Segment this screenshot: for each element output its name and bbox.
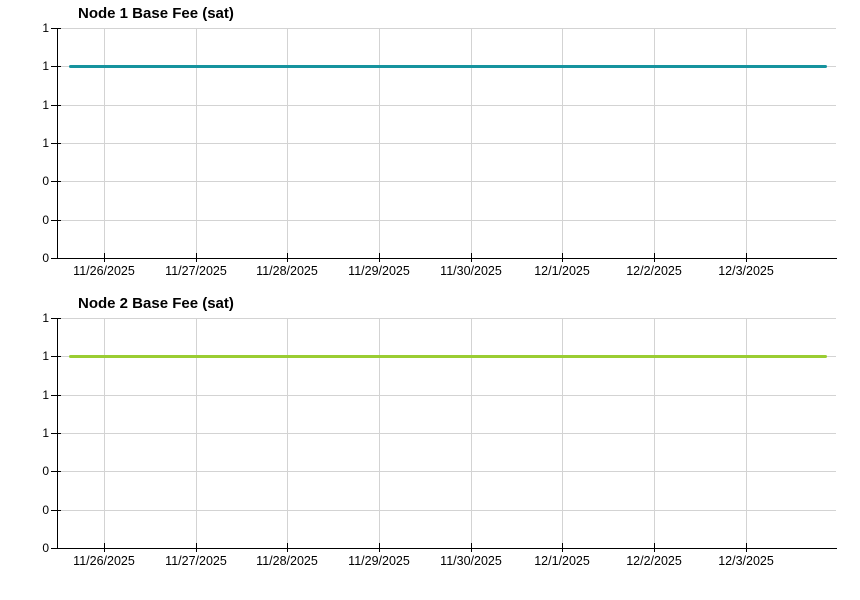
y-gridline xyxy=(57,471,836,472)
x-tick-mark xyxy=(196,253,197,262)
x-tick-mark xyxy=(104,543,105,552)
y-tick-mark xyxy=(51,143,61,144)
y-tick-mark xyxy=(51,28,61,29)
x-gridline xyxy=(379,318,380,548)
x-tick-label: 11/30/2025 xyxy=(440,554,502,568)
x-gridline xyxy=(746,28,747,258)
y-tick-mark xyxy=(51,395,61,396)
x-tick-mark xyxy=(287,253,288,262)
y-axis-line xyxy=(57,28,58,259)
x-tick-label: 12/1/2025 xyxy=(534,264,590,278)
y-tick-label: 0 xyxy=(42,174,49,188)
y-tick-mark xyxy=(51,66,61,67)
y-gridline xyxy=(57,181,836,182)
y-gridline xyxy=(57,395,836,396)
x-gridline xyxy=(287,318,288,548)
y-tick-label: 1 xyxy=(42,21,49,35)
y-tick-label: 1 xyxy=(42,136,49,150)
x-tick-label: 11/29/2025 xyxy=(348,554,410,568)
y-tick-mark xyxy=(51,181,61,182)
x-tick-label: 12/2/2025 xyxy=(626,554,682,568)
y-axis-line xyxy=(57,318,58,549)
y-tick-label: 0 xyxy=(42,464,49,478)
y-gridline xyxy=(57,28,836,29)
x-tick-label: 12/2/2025 xyxy=(626,264,682,278)
y-tick-mark xyxy=(51,433,61,434)
y-tick-mark xyxy=(51,471,61,472)
y-tick-label: 1 xyxy=(42,98,49,112)
y-tick-label: 1 xyxy=(42,388,49,402)
y-gridline xyxy=(57,143,836,144)
x-gridline xyxy=(562,28,563,258)
y-tick-label: 1 xyxy=(42,59,49,73)
y-tick-label: 0 xyxy=(42,541,49,555)
x-tick-mark xyxy=(196,543,197,552)
x-tick-mark xyxy=(562,543,563,552)
x-tick-mark xyxy=(654,543,655,552)
x-gridline xyxy=(654,28,655,258)
x-tick-label: 11/28/2025 xyxy=(256,554,318,568)
y-tick-label: 0 xyxy=(42,503,49,517)
y-tick-mark xyxy=(51,510,61,511)
x-tick-label: 11/26/2025 xyxy=(73,264,135,278)
x-tick-label: 11/27/2025 xyxy=(165,554,227,568)
y-gridline xyxy=(57,510,836,511)
x-tick-mark xyxy=(471,253,472,262)
x-axis-line xyxy=(56,258,837,259)
plot-area-node1: 1 1 1 1 0 0 0 11/26/2025 11/27/2025 11/28/2025 11/… xyxy=(42,21,837,278)
x-tick-label: 12/3/2025 xyxy=(718,264,774,278)
y-tick-label: 1 xyxy=(42,426,49,440)
y-gridline xyxy=(57,433,836,434)
x-tick-mark xyxy=(562,253,563,262)
x-tick-mark xyxy=(654,253,655,262)
y-tick-label: 0 xyxy=(42,213,49,227)
y-tick-label: 0 xyxy=(42,251,49,265)
series-line xyxy=(69,354,827,358)
x-tick-label: 11/28/2025 xyxy=(256,264,318,278)
chart-node1-base-fee: Node 1 Base Fee (sat) 1 1 1 1 0 0 0 11/26/2025 1… xyxy=(0,0,860,290)
y-tick-label: 1 xyxy=(42,349,49,363)
x-axis-line xyxy=(56,548,837,549)
y-tick-mark xyxy=(51,105,61,106)
x-gridline xyxy=(746,318,747,548)
x-tick-mark xyxy=(746,253,747,262)
x-tick-label: 11/29/2025 xyxy=(348,264,410,278)
x-tick-label: 12/1/2025 xyxy=(534,554,590,568)
x-tick-mark xyxy=(104,253,105,262)
x-tick-label: 12/3/2025 xyxy=(718,554,774,568)
x-tick-mark xyxy=(379,543,380,552)
y-gridline xyxy=(57,105,836,106)
chart-title-node2: Node 2 Base Fee (sat) xyxy=(78,295,234,312)
x-gridline xyxy=(196,318,197,548)
x-gridline xyxy=(196,28,197,258)
x-gridline xyxy=(562,318,563,548)
x-tick-mark xyxy=(287,543,288,552)
x-gridline xyxy=(104,28,105,258)
x-tick-mark xyxy=(379,253,380,262)
y-tick-label: 1 xyxy=(42,311,49,325)
y-gridline xyxy=(57,220,836,221)
y-tick-mark xyxy=(51,318,61,319)
chart-node2-base-fee: Node 2 Base Fee (sat) 1 1 1 1 0 0 0 11/26/2025 1… xyxy=(0,290,860,580)
x-tick-label: 11/30/2025 xyxy=(440,264,502,278)
x-tick-mark xyxy=(471,543,472,552)
x-gridline xyxy=(287,28,288,258)
plot-area-node2: 1 1 1 1 0 0 0 11/26/2025 11/27/2025 11/28/2025 11/… xyxy=(42,311,837,568)
x-gridline xyxy=(654,318,655,548)
y-tick-mark xyxy=(51,220,61,221)
x-tick-label: 11/26/2025 xyxy=(73,554,135,568)
chart-title-node1: Node 1 Base Fee (sat) xyxy=(78,5,234,22)
x-gridline xyxy=(471,318,472,548)
x-gridline xyxy=(379,28,380,258)
x-tick-mark xyxy=(746,543,747,552)
x-gridline xyxy=(471,28,472,258)
x-gridline xyxy=(104,318,105,548)
y-tick-mark xyxy=(51,356,61,357)
x-tick-label: 11/27/2025 xyxy=(165,264,227,278)
series-line xyxy=(69,64,827,68)
y-gridline xyxy=(57,318,836,319)
